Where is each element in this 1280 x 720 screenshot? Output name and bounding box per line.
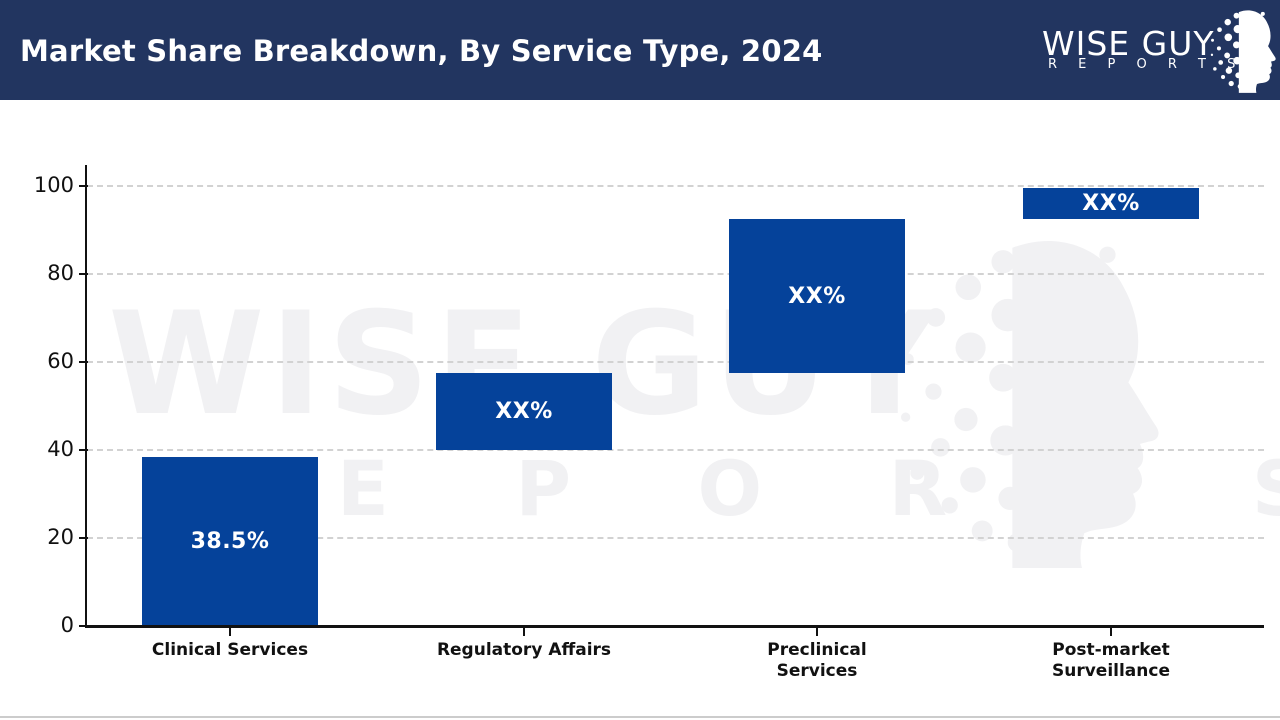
y-axis-tick-mark [79, 537, 88, 539]
bar-segment-2: XX% [436, 373, 612, 450]
y-axis-tick-label: 0 [60, 613, 74, 637]
page-bottom-rule [0, 716, 1280, 718]
wise-guy-logo: WISE GUY R E P O R T S [1030, 0, 1280, 100]
gridline-100 [87, 185, 1264, 187]
x-axis-tick-mark [229, 627, 231, 636]
x-axis-category-label: Regulatory Affairs [436, 640, 612, 660]
x-axis-category-label: Post-market Surveillance [1051, 640, 1170, 682]
y-axis-tick-label: 60 [47, 349, 74, 373]
gridline-80 [87, 273, 1264, 275]
logo-subtitle: R E P O R T S [1048, 57, 1244, 72]
x-axis-tick-mark [816, 627, 818, 636]
bar-value-label: 38.5% [190, 528, 270, 554]
bar-value-label: XX% [1082, 191, 1140, 217]
bar-segment-3: XX% [729, 219, 905, 373]
y-axis-tick-label: 80 [47, 261, 74, 285]
bar-value-label: XX% [788, 283, 846, 309]
bar-segment-1: 38.5% [142, 456, 318, 626]
y-axis-tick-label: 40 [47, 437, 74, 461]
x-axis-category-label: Preclinical Services [767, 640, 867, 682]
gridline-40 [87, 449, 1264, 451]
head-profile-icon [1210, 10, 1276, 93]
y-axis-tick-mark [79, 273, 88, 275]
bar-segment-4: XX% [1023, 188, 1199, 219]
gridline-60 [87, 361, 1264, 363]
y-axis-tick-mark [79, 185, 88, 187]
x-axis-tick-mark [523, 627, 525, 636]
y-axis-tick-mark [79, 625, 88, 627]
y-axis-line [85, 165, 87, 628]
x-axis-tick-mark [1110, 627, 1112, 636]
page-title: Market Share Breakdown, By Service Type,… [20, 34, 823, 68]
watermark-head-profile [901, 240, 1159, 568]
y-axis-tick-mark [79, 361, 88, 363]
gridline-20 [87, 537, 1264, 539]
bar-value-label: XX% [495, 399, 553, 424]
y-axis-tick-mark [79, 449, 88, 451]
logo-wordmark: WISE GUY [1042, 24, 1215, 63]
x-axis-line [85, 625, 1264, 628]
header-band: Market Share Breakdown, By Service Type,… [0, 0, 1280, 100]
y-axis-tick-label: 20 [47, 525, 74, 549]
y-axis-tick-label: 100 [33, 173, 74, 197]
x-axis-category-label: Clinical Services [151, 640, 309, 660]
